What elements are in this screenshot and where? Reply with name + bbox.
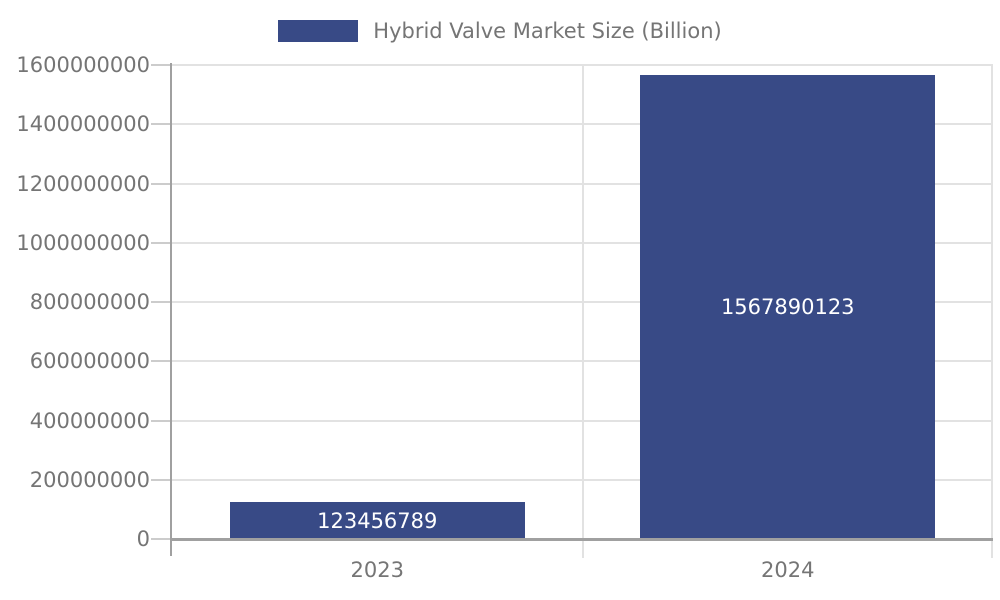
y-tick-mark <box>151 538 172 540</box>
bar-value-label: 1567890123 <box>720 294 855 319</box>
y-tick-mark <box>151 301 172 303</box>
bar-value-label: 123456789 <box>317 508 438 533</box>
y-tick-label: 1000000000 <box>16 230 150 255</box>
y-tick-label: 1400000000 <box>16 112 150 137</box>
y-tick-mark <box>151 478 172 481</box>
y-tick-label: 600000000 <box>29 349 150 374</box>
bar: 123456789 <box>229 502 525 539</box>
y-tick-mark <box>151 241 172 244</box>
y-tick-mark <box>151 64 172 66</box>
x-tick-label: 2024 <box>761 558 815 582</box>
y-tick-mark <box>151 123 172 126</box>
y-tick-label: 800000000 <box>29 290 150 314</box>
y-tick-label: 200000000 <box>29 467 150 492</box>
plot-right-border <box>991 65 993 558</box>
gridline-vertical <box>581 65 584 558</box>
y-tick-mark <box>151 419 172 422</box>
y-tick-mark <box>151 182 172 185</box>
x-axis-line <box>170 538 993 541</box>
y-tick-mark <box>151 360 172 363</box>
legend-label: Hybrid Valve Market Size (Billion) <box>373 19 722 43</box>
y-tick-label: 1600000000 <box>16 53 150 77</box>
y-axis-line <box>170 63 172 556</box>
bar: 1567890123 <box>640 74 936 539</box>
y-tick-label: 400000000 <box>29 408 150 433</box>
legend-swatch <box>278 20 359 42</box>
y-tick-label: 0 <box>136 527 150 551</box>
y-tick-label: 1200000000 <box>16 171 150 196</box>
x-tick-label: 2023 <box>350 558 404 582</box>
legend: Hybrid Valve Market Size (Billion) <box>0 18 1000 44</box>
